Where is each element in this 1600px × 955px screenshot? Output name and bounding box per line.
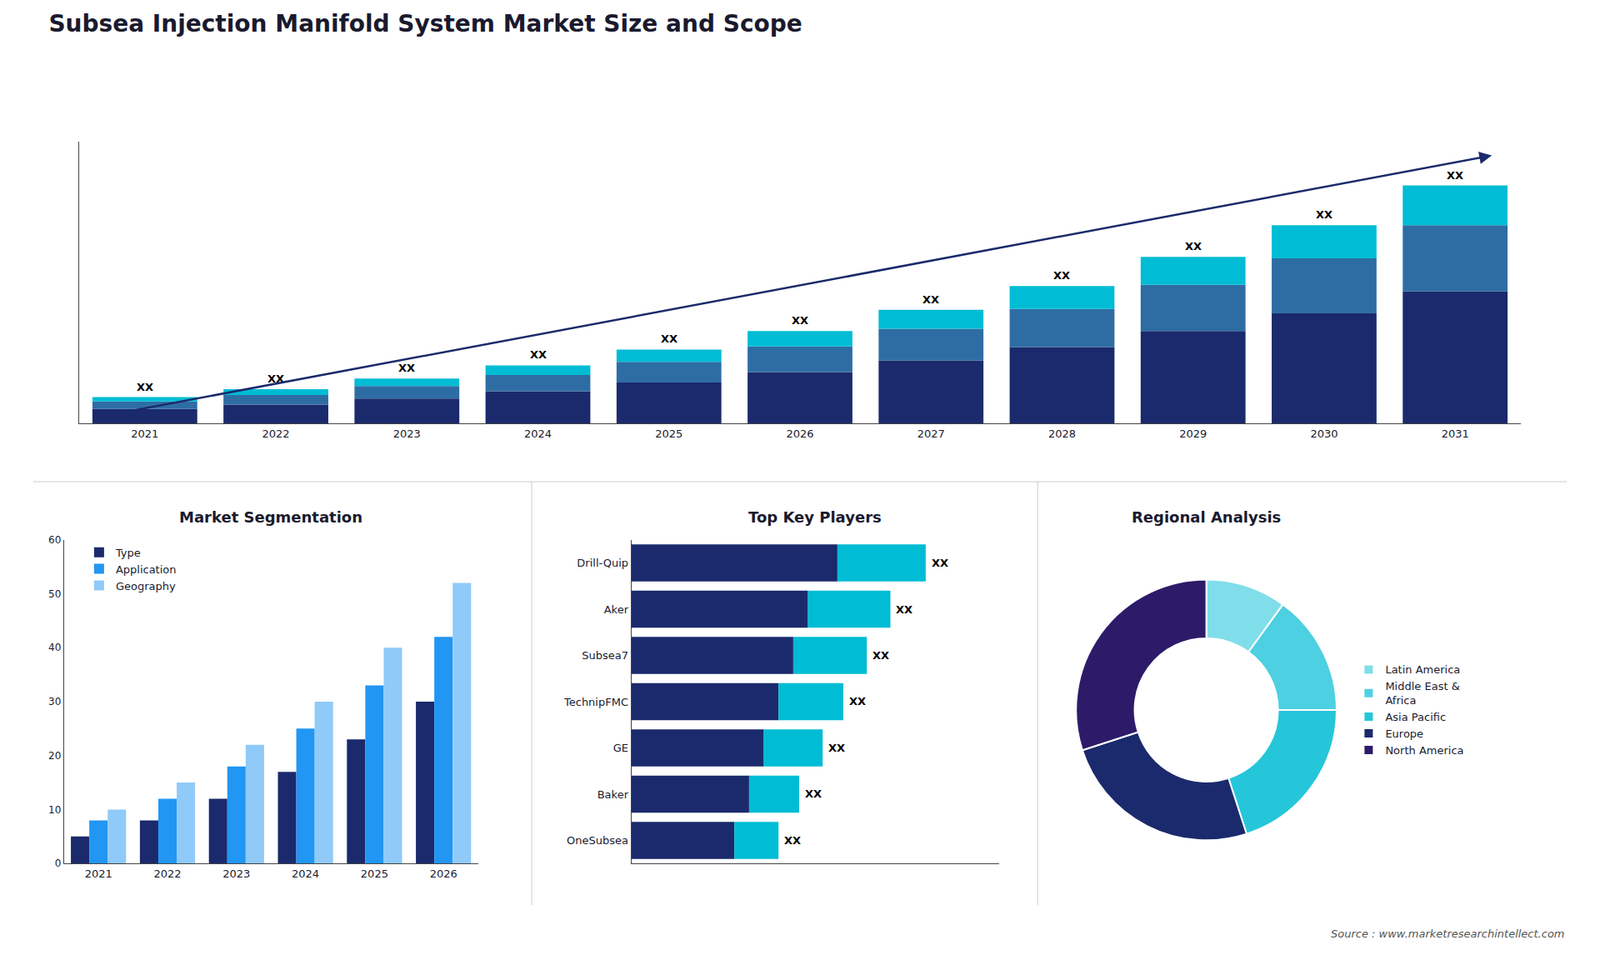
svg-text:2025: 2025 [655,427,683,440]
svg-text:XX: XX [1185,240,1202,253]
svg-text:2029: 2029 [1179,427,1207,440]
svg-text:XX: XX [136,380,154,394]
svg-text:2021: 2021 [85,867,113,880]
svg-text:Subsea7: Subsea7 [581,649,629,662]
svg-text:XX: XX [267,372,285,385]
svg-text:Baker: Baker [597,788,630,801]
svg-text:Regional Analysis: Regional Analysis [1131,508,1281,526]
svg-text:2022: 2022 [262,427,290,440]
svg-text:30: 30 [48,695,61,708]
svg-text:XX: XX [805,787,822,800]
svg-text:2021: 2021 [130,427,159,440]
svg-text:XX: XX [849,695,866,708]
svg-text:Source : www.marketresearchint: Source : www.marketresearchintellect.com [1330,927,1565,940]
svg-text:XX: XX [398,361,415,375]
svg-text:2022: 2022 [153,867,181,880]
svg-text:2028: 2028 [1048,427,1076,440]
svg-text:XX: XX [784,834,801,847]
svg-text:Middle East &Africa: Middle East &Africa [1385,680,1460,707]
svg-text:XX: XX [1446,169,1464,182]
svg-text:2023: 2023 [222,867,250,880]
svg-text:XX: XX [895,603,913,616]
svg-text:Latin America: Latin America [1385,663,1460,676]
svg-text:XX: XX [1315,208,1333,221]
svg-text:North America: North America [1385,744,1464,757]
svg-text:Europe: Europe [1385,727,1424,740]
svg-text:2026: 2026 [430,867,458,880]
svg-text:Application: Application [115,563,177,576]
svg-text:XX: XX [922,293,940,306]
svg-text:GE: GE [613,741,629,755]
svg-text:XX: XX [791,314,809,327]
svg-text:2024: 2024 [291,867,320,880]
svg-text:40: 40 [48,641,61,654]
svg-text:2025: 2025 [360,867,389,880]
svg-text:2027: 2027 [917,427,945,440]
svg-text:XX: XX [872,649,890,662]
svg-text:TechnipFMC: TechnipFMC [563,695,629,709]
svg-text:10: 10 [48,804,61,816]
svg-text:0: 0 [55,857,62,870]
svg-text:2024: 2024 [524,427,552,440]
svg-text:XX: XX [530,348,547,361]
svg-text:XX: XX [828,741,845,755]
svg-text:2026: 2026 [785,427,814,440]
svg-text:20: 20 [48,750,61,762]
svg-text:Type: Type [115,546,141,560]
svg-text:Subsea Injection Manifold Syst: Subsea Injection Manifold System Market … [48,10,802,38]
svg-text:XX: XX [1053,269,1070,282]
svg-text:50: 50 [48,588,61,600]
svg-text:2030: 2030 [1310,427,1338,440]
svg-text:Aker: Aker [604,603,630,616]
svg-text:2031: 2031 [1441,427,1470,440]
svg-text:Market Segmentation: Market Segmentation [179,508,363,526]
svg-text:OneSubsea: OneSubsea [566,834,629,847]
svg-text:Drill-Quip: Drill-Quip [576,556,629,570]
svg-text:Top Key Players: Top Key Players [748,508,882,526]
svg-text:2023: 2023 [393,427,421,440]
svg-text:XX: XX [660,332,678,345]
svg-text:Geography: Geography [115,580,176,593]
svg-text:60: 60 [48,534,61,546]
svg-text:XX: XX [931,556,949,570]
svg-text:Asia Pacific: Asia Pacific [1385,710,1446,724]
